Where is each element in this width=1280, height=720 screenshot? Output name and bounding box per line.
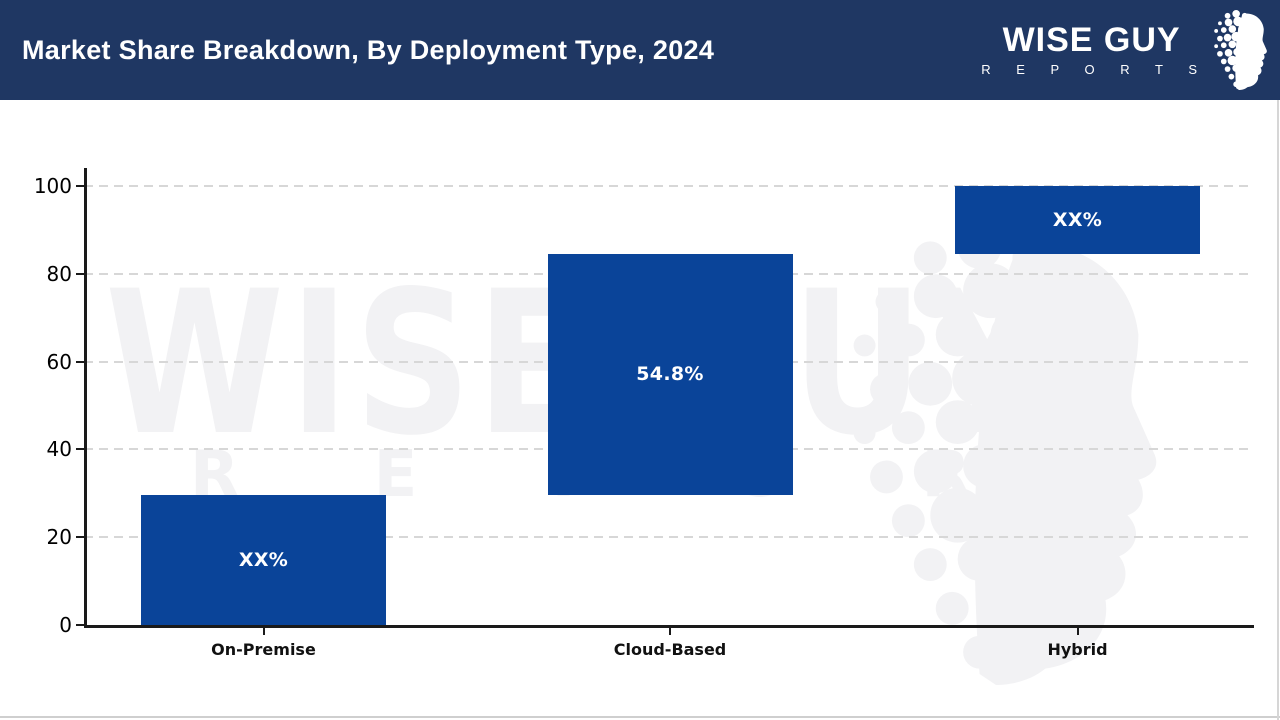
brand-logo: WISE GUY R E P O R T S bbox=[981, 9, 1268, 91]
bar-cloud-based: 54.8% bbox=[547, 254, 793, 495]
gridline-20 bbox=[84, 536, 1254, 539]
x-tick-1 bbox=[669, 627, 671, 635]
category-label-0: On-Premise bbox=[211, 640, 316, 659]
brand-subname: R E P O R T S bbox=[981, 61, 1208, 77]
dotted-head-icon bbox=[1210, 10, 1268, 90]
y-tick-100 bbox=[76, 185, 84, 187]
header-bar: Market Share Breakdown, By Deployment Ty… bbox=[0, 0, 1280, 100]
category-label-2: Hybrid bbox=[1047, 640, 1108, 659]
y-tick-0 bbox=[76, 624, 84, 626]
bar-value-label: XX% bbox=[238, 548, 289, 571]
bar-value-label: 54.8% bbox=[636, 363, 704, 386]
y-tick-label-60: 60 bbox=[46, 349, 72, 374]
y-tick-40 bbox=[76, 448, 84, 451]
bar-hybrid: XX% bbox=[955, 186, 1200, 255]
x-tick-0 bbox=[262, 627, 265, 635]
bar-value-label: XX% bbox=[1052, 209, 1103, 232]
gridline-100 bbox=[84, 185, 1254, 187]
brand-name: WISE GUY bbox=[1002, 21, 1181, 60]
y-tick-label-20: 20 bbox=[46, 525, 72, 550]
figure-right-border bbox=[1277, 100, 1279, 720]
y-tick-label-0: 0 bbox=[59, 613, 72, 637]
y-tick-label-40: 40 bbox=[46, 437, 72, 462]
page-title: Market Share Breakdown, By Deployment Ty… bbox=[22, 34, 715, 65]
bar-on-premise: XX% bbox=[141, 494, 386, 625]
category-label-1: Cloud-Based bbox=[613, 640, 727, 659]
y-tick-80 bbox=[76, 272, 84, 275]
y-axis-spine bbox=[84, 168, 87, 627]
figure-bottom-border bbox=[0, 716, 1280, 718]
y-tick-60 bbox=[76, 360, 84, 363]
x-tick-2 bbox=[1076, 627, 1079, 635]
y-tick-20 bbox=[76, 536, 84, 539]
y-tick-label-80: 80 bbox=[46, 261, 72, 286]
brand-logo-text: WISE GUY R E P O R T S bbox=[975, 21, 1208, 77]
x-axis-spine bbox=[84, 625, 1254, 628]
y-tick-label-100: 100 bbox=[33, 174, 72, 198]
watermark-dotted-head-icon bbox=[828, 225, 1164, 685]
